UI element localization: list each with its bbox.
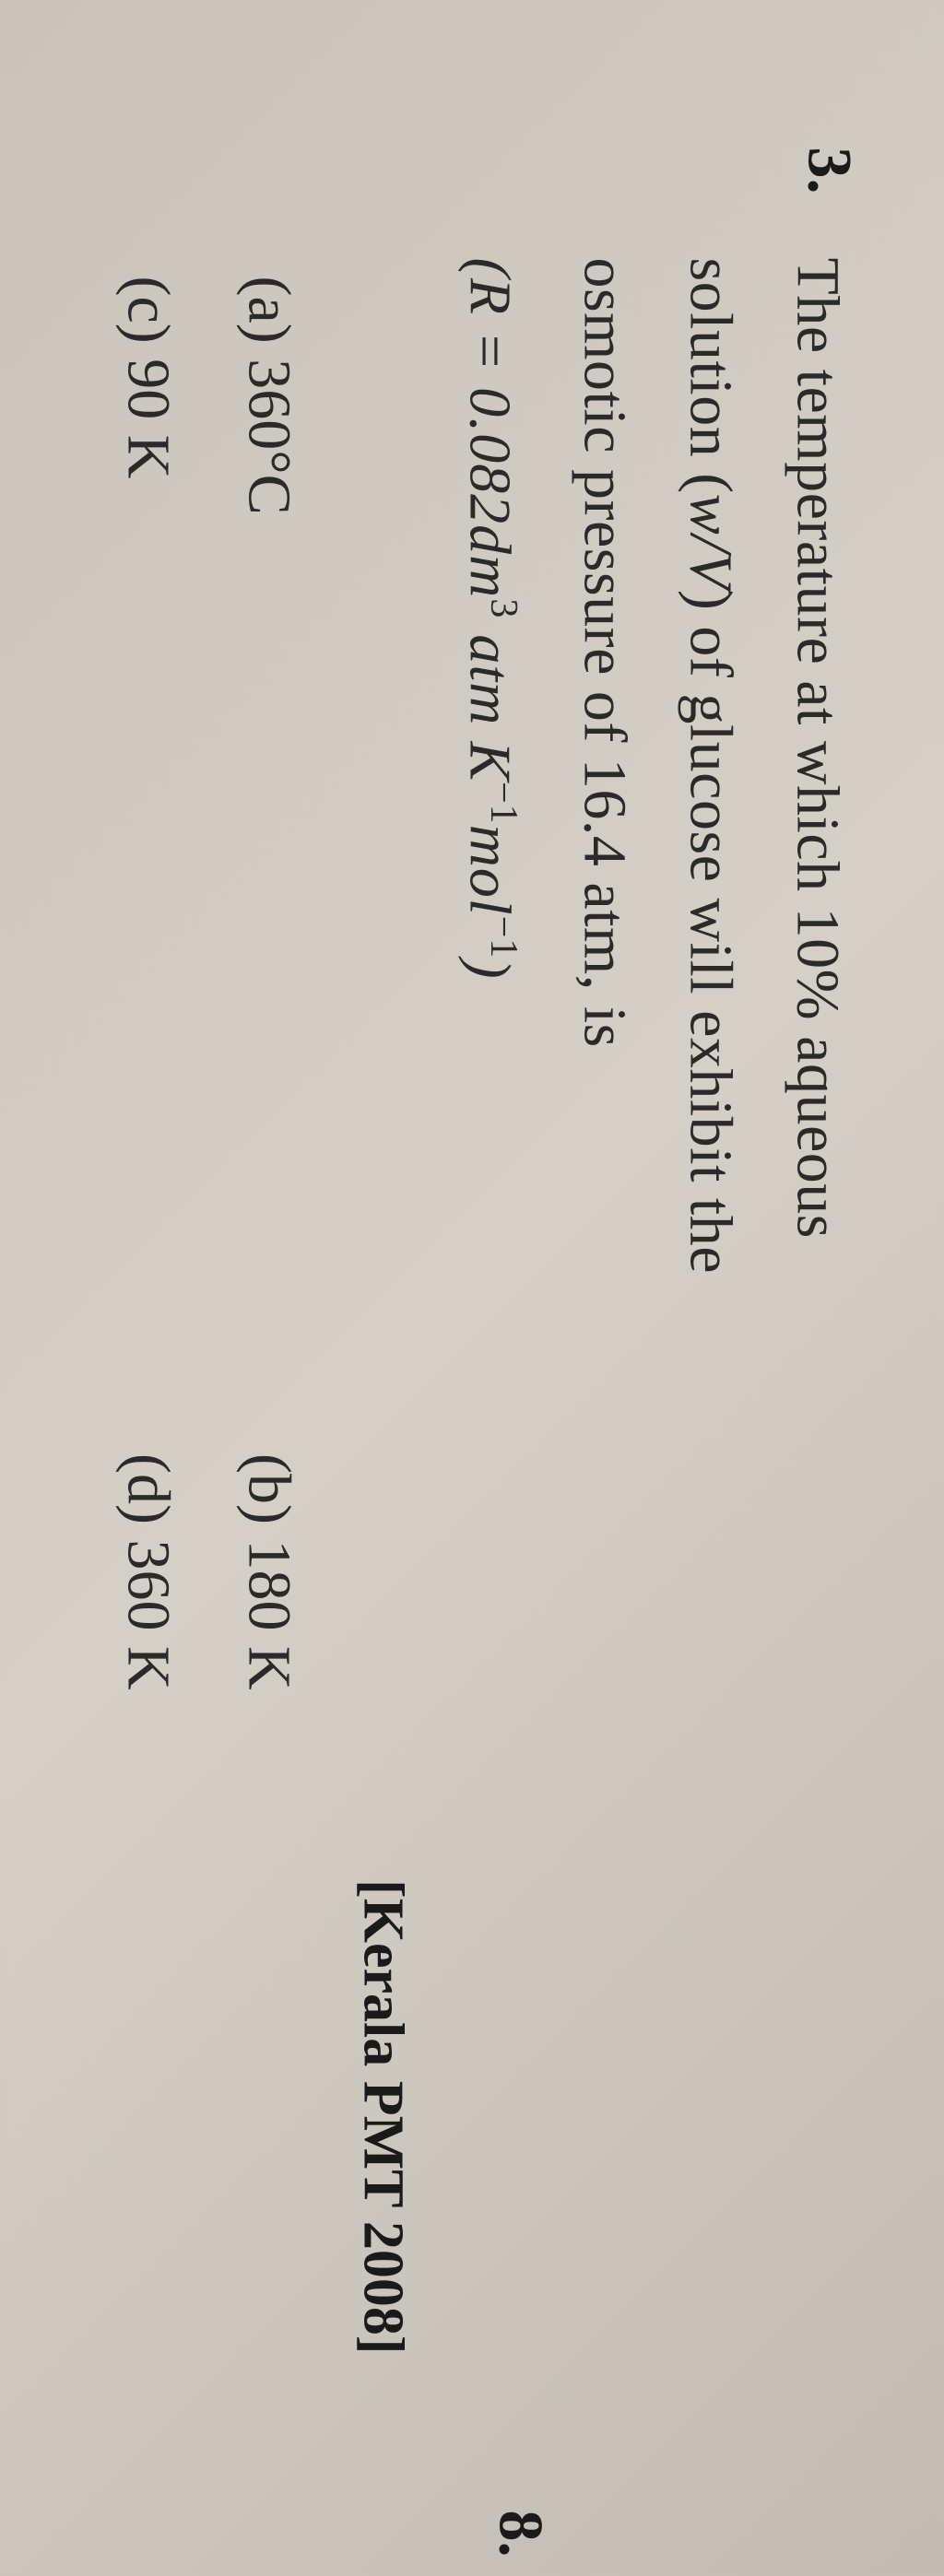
option-c: (c) 90 K <box>113 258 183 1362</box>
option-row-2: (c) 90 K (d) 360 K <box>113 258 183 2465</box>
question-line-3: osmotic pressure of 16.4 atm, is <box>551 258 658 2465</box>
question-line-2: solution (w/V) of glucose will exhibit t… <box>658 258 765 2465</box>
option-b: (b) 180 K <box>234 1361 304 2465</box>
page-container: 3. The temperature at which 10% aqueous … <box>1 0 944 2576</box>
question-number: 3. <box>794 147 867 194</box>
wv-notation: w/V <box>678 494 745 590</box>
option-d: (d) 360 K <box>113 1361 183 2465</box>
question-text-block: The temperature at which 10% aqueous sol… <box>439 258 871 2465</box>
option-a: (a) 360°C <box>234 258 304 1362</box>
formula-line: (R = 0.082dm3 atm K−1mol−1) <box>439 258 542 2465</box>
next-question-number: 8. <box>485 2511 558 2558</box>
question-line-1: The temperature at which 10% aqueous <box>764 258 871 2465</box>
options-block: (a) 360°C (b) 180 K (c) 90 K (d) 360 K <box>113 258 304 2465</box>
option-row-1: (a) 360°C (b) 180 K <box>234 258 304 2465</box>
source-citation: [Kerala PMT 2008] <box>350 258 416 2355</box>
